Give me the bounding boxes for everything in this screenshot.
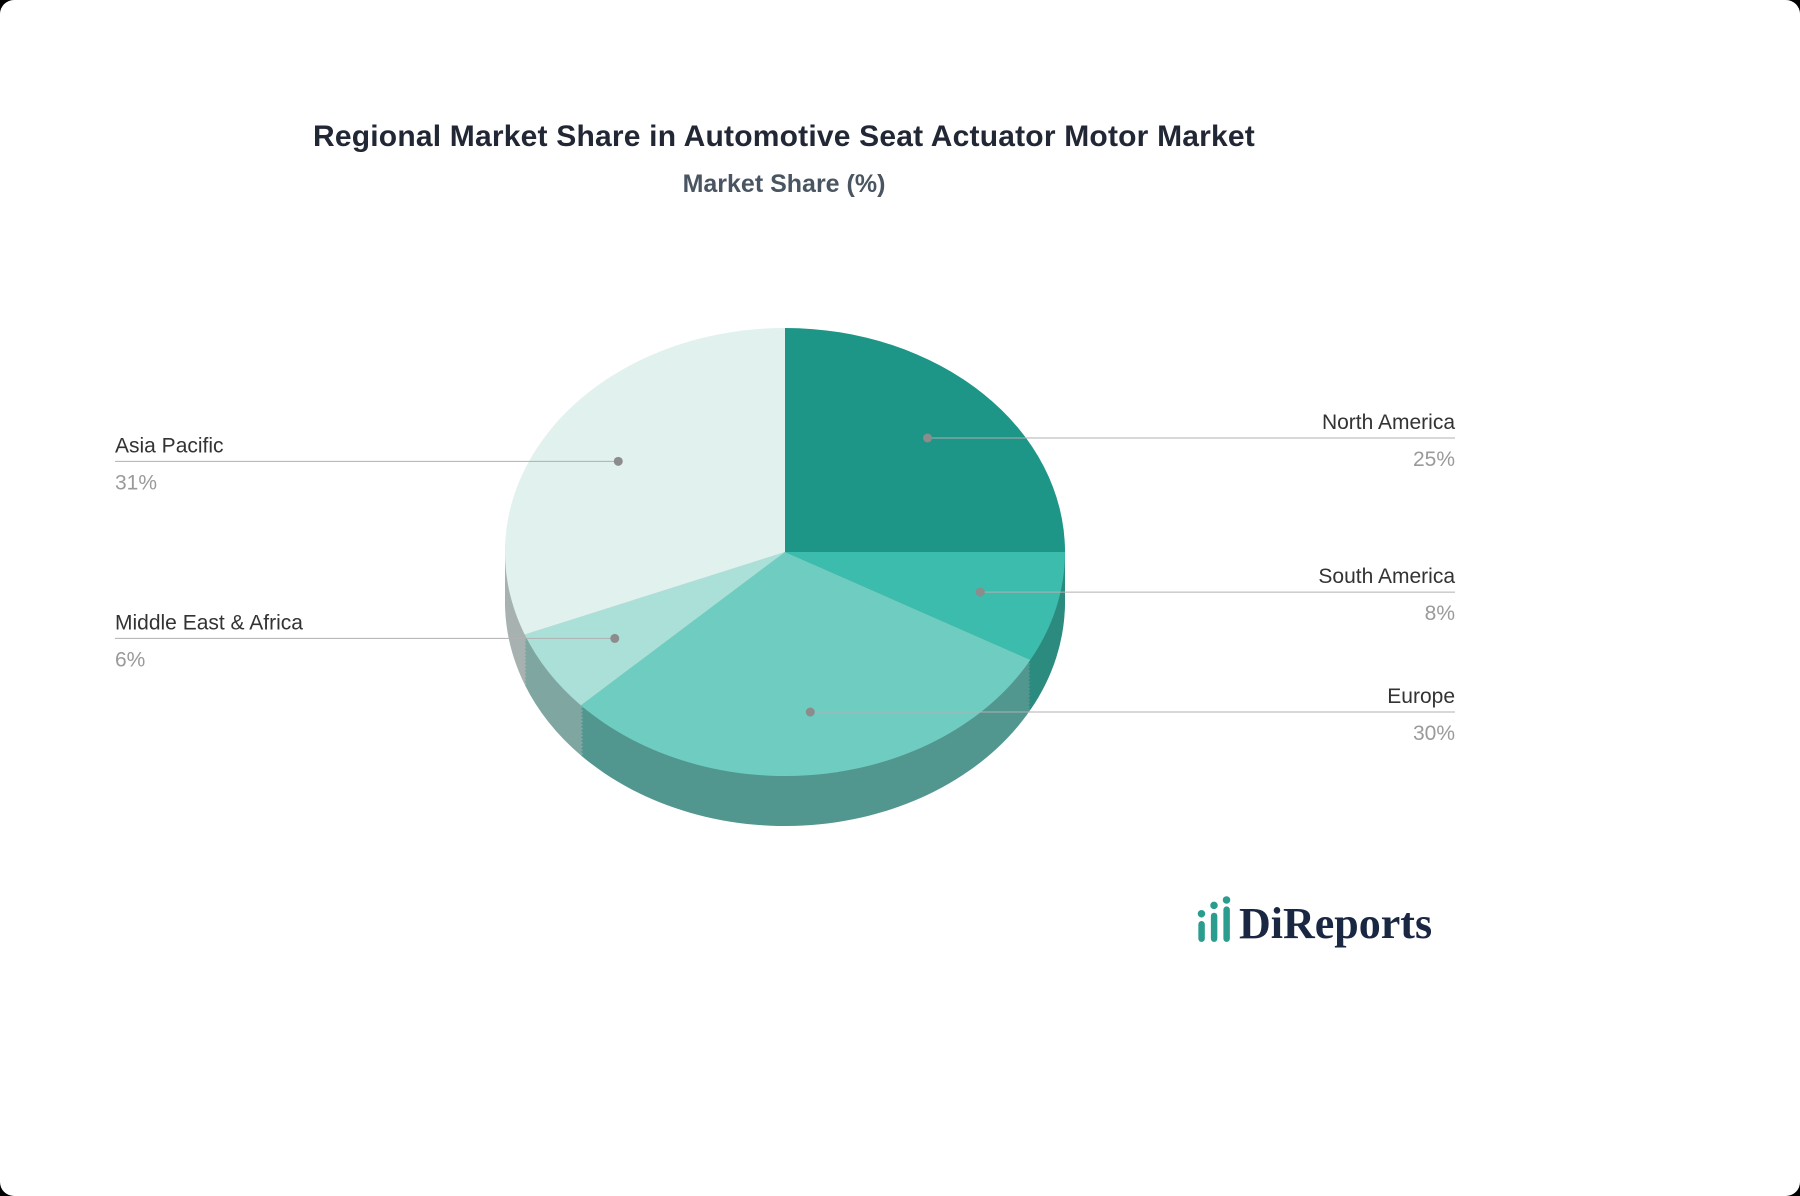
slice-label: South America [1318,565,1455,588]
pie-slice-europe [580,552,1031,777]
leader-dot [975,587,985,597]
pie-slice-middle-east-africa [524,552,785,706]
slice-label: Europe [1387,685,1455,708]
logo-text: DiReports [1239,898,1433,948]
leader-dot [613,456,623,466]
slice-value: 6% [115,648,145,671]
brand-logo: DiReports [1196,896,1433,948]
pie-slice-south-america [785,552,1065,660]
chart-subtitle: Market Share (%) [682,170,886,198]
leader-dot [805,707,815,717]
slice-value: 30% [1413,722,1455,745]
slice-label: Asia Pacific [115,434,224,457]
leader-dot [923,433,933,443]
slice-value: 8% [1425,602,1455,625]
leader-dot [610,633,620,643]
bar-chart-logo-icon [1197,896,1231,942]
pie-slice-asia-pacific [505,328,785,635]
slice-label: North America [1322,411,1455,434]
slice-value: 31% [115,471,157,494]
slice-value: 25% [1413,448,1455,471]
slice-label: Middle East & Africa [115,611,303,634]
chart-title: Regional Market Share in Automotive Seat… [312,120,1255,153]
